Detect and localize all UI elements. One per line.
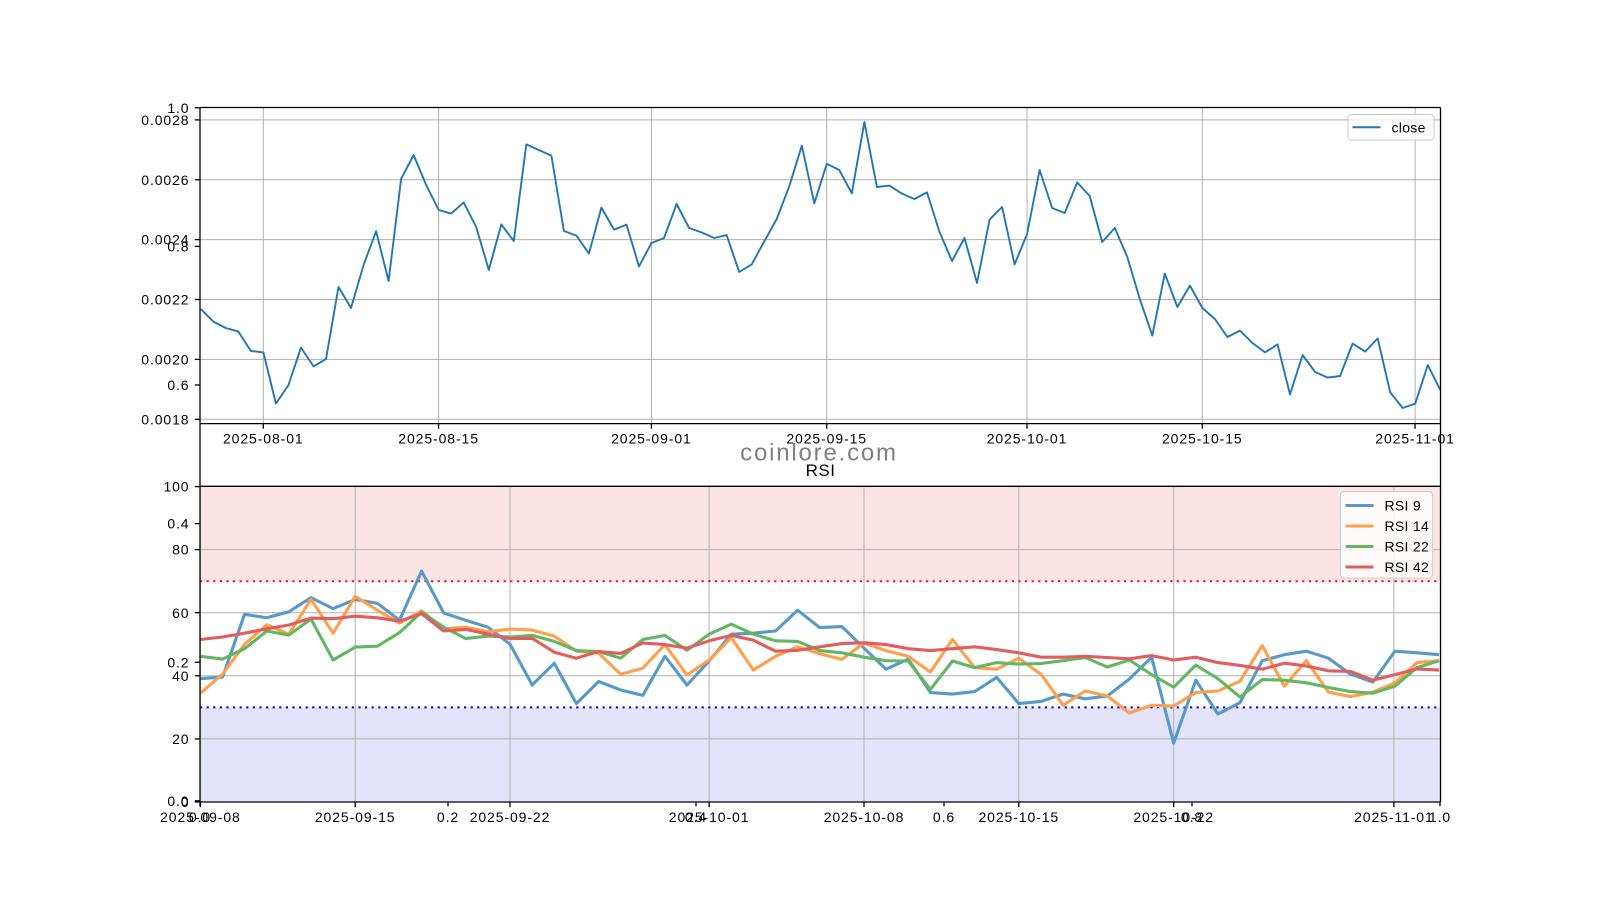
svg-text:0.2: 0.2 <box>437 809 459 825</box>
svg-text:0.0026: 0.0026 <box>141 172 189 188</box>
svg-text:2025-09-01: 2025-09-01 <box>611 431 692 447</box>
svg-text:80: 80 <box>172 542 189 558</box>
svg-text:2025-09-15: 2025-09-15 <box>786 431 867 447</box>
svg-text:0.2: 0.2 <box>167 654 189 670</box>
svg-text:0.0020: 0.0020 <box>141 352 189 368</box>
svg-text:1.0: 1.0 <box>1429 809 1451 825</box>
svg-text:2025-10-01: 2025-10-01 <box>669 809 750 825</box>
svg-text:0.0024: 0.0024 <box>141 232 189 248</box>
svg-text:0.8: 0.8 <box>1181 809 1203 825</box>
svg-text:RSI 9: RSI 9 <box>1385 498 1422 514</box>
svg-text:2025-10-01: 2025-10-01 <box>987 431 1068 447</box>
svg-text:0.8: 0.8 <box>167 239 189 255</box>
svg-text:coinlore.com: coinlore.com <box>740 440 898 467</box>
svg-text:0.0028: 0.0028 <box>141 112 189 128</box>
svg-text:2025-11-01: 2025-11-01 <box>1375 431 1455 447</box>
svg-text:RSI 14: RSI 14 <box>1385 518 1430 534</box>
svg-text:2025-08-15: 2025-08-15 <box>398 431 479 447</box>
svg-text:RSI 22: RSI 22 <box>1385 539 1430 555</box>
svg-text:20: 20 <box>172 731 189 747</box>
svg-text:0.4: 0.4 <box>685 809 707 825</box>
svg-text:2025-08-01: 2025-08-01 <box>223 431 304 447</box>
svg-text:2025-09-15: 2025-09-15 <box>315 809 396 825</box>
svg-text:0.6: 0.6 <box>167 377 189 393</box>
svg-text:0: 0 <box>181 794 190 810</box>
svg-text:2025-10-22: 2025-10-22 <box>1133 809 1214 825</box>
svg-text:RSI 42: RSI 42 <box>1385 559 1430 575</box>
svg-text:1.0: 1.0 <box>167 100 189 116</box>
svg-text:2025-09-22: 2025-09-22 <box>470 809 551 825</box>
svg-text:100: 100 <box>163 479 189 495</box>
svg-text:0.0: 0.0 <box>189 809 211 825</box>
svg-text:60: 60 <box>172 605 189 621</box>
svg-text:RSI: RSI <box>806 461 836 480</box>
svg-text:2025-10-08: 2025-10-08 <box>824 809 905 825</box>
svg-text:0.0: 0.0 <box>167 793 189 809</box>
svg-text:2025-10-15: 2025-10-15 <box>1162 431 1243 447</box>
svg-text:40: 40 <box>172 668 189 684</box>
svg-text:2025-09-08: 2025-09-08 <box>160 809 241 825</box>
svg-text:0.6: 0.6 <box>933 809 955 825</box>
svg-text:close: close <box>1392 119 1426 135</box>
svg-text:0.4: 0.4 <box>167 516 189 532</box>
svg-text:2025-10-15: 2025-10-15 <box>978 809 1059 825</box>
svg-text:0.0022: 0.0022 <box>141 292 189 308</box>
svg-text:2025-11-01: 2025-11-01 <box>1354 809 1434 825</box>
svg-text:0.0018: 0.0018 <box>141 411 189 427</box>
